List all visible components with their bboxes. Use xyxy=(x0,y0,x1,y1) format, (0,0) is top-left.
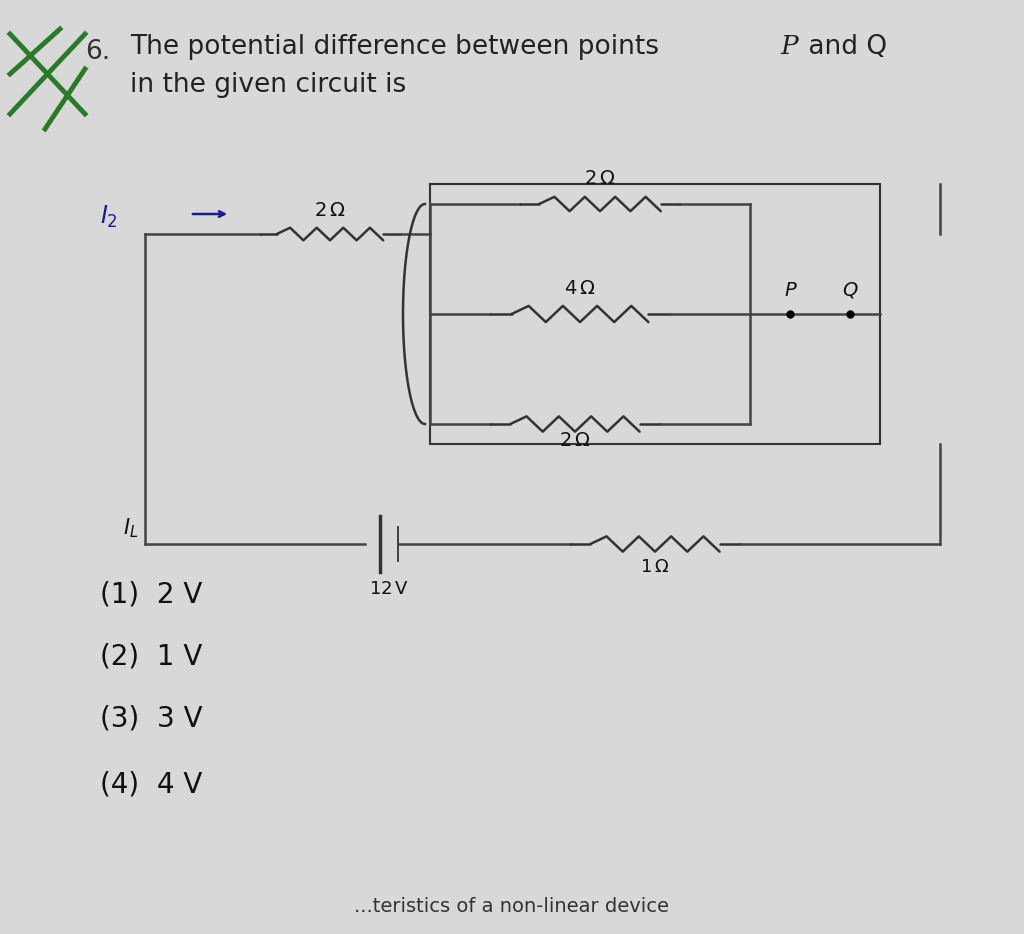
Text: (1)  2 V: (1) 2 V xyxy=(100,580,203,608)
Text: ...teristics of a non-linear device: ...teristics of a non-linear device xyxy=(354,897,670,916)
Text: (4)  4 V: (4) 4 V xyxy=(100,770,203,798)
Text: $2\,\Omega$: $2\,\Omega$ xyxy=(584,169,615,188)
Text: $4\,\Omega$: $4\,\Omega$ xyxy=(564,279,596,298)
Text: $I_L$: $I_L$ xyxy=(123,516,138,540)
Text: P: P xyxy=(784,281,796,300)
Text: $I_2$: $I_2$ xyxy=(100,204,118,230)
Text: P: P xyxy=(780,34,798,59)
Text: $12\,\mathrm{V}$: $12\,\mathrm{V}$ xyxy=(369,580,409,598)
Text: $1\,\Omega$: $1\,\Omega$ xyxy=(640,558,670,576)
Text: 6.: 6. xyxy=(85,39,111,65)
Text: and Q: and Q xyxy=(800,34,887,60)
Bar xyxy=(430,184,880,444)
Text: (2)  1 V: (2) 1 V xyxy=(100,642,203,670)
Text: $2\,\Omega$: $2\,\Omega$ xyxy=(559,431,591,450)
Text: The potential difference between points: The potential difference between points xyxy=(130,34,668,60)
Text: (3)  3 V: (3) 3 V xyxy=(100,704,203,732)
Text: in the given circuit is: in the given circuit is xyxy=(130,72,407,98)
Text: $2\,\Omega$: $2\,\Omega$ xyxy=(314,201,346,220)
Text: Q: Q xyxy=(843,281,858,300)
